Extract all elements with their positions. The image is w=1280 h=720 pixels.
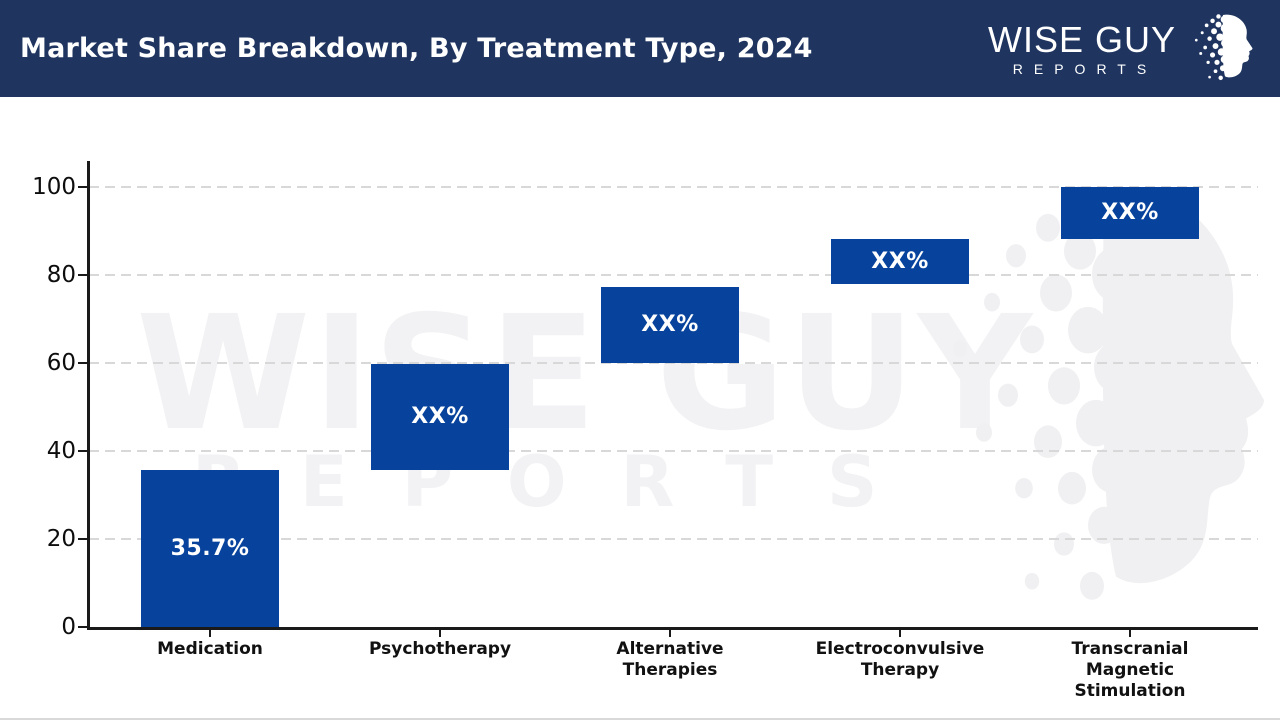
- y-axis-tick-label-80: 80: [46, 262, 76, 288]
- category-label-1: Medication: [157, 639, 263, 659]
- bar-segment-1-medication: 35.7%: [141, 469, 279, 627]
- y-axis-tick-100: [78, 186, 87, 188]
- bar-value-label: XX%: [871, 248, 929, 274]
- logo-dotted-head-icon: [1194, 13, 1253, 80]
- bar-value-label: XX%: [641, 312, 699, 338]
- x-axis-line: [87, 627, 1258, 630]
- y-axis-tick-0: [78, 626, 87, 628]
- x-axis-tick-3: [669, 630, 671, 637]
- bar-value-label: XX%: [411, 404, 469, 430]
- logo-text: WISE GUY REPORTS: [987, 18, 1176, 77]
- watermark-text-wiseguy: WISE GUY: [136, 282, 1035, 466]
- page-title: Market Share Breakdown, By Treatment Typ…: [20, 33, 813, 64]
- bar-value-label: 35.7%: [170, 535, 250, 561]
- y-axis-tick-40: [78, 450, 87, 452]
- y-axis-tick-60: [78, 362, 87, 364]
- y-axis-tick-label-20: 20: [46, 526, 76, 552]
- x-axis-tick-2: [439, 630, 441, 637]
- header-bar: Market Share Breakdown, By Treatment Typ…: [0, 0, 1280, 97]
- y-axis-tick-label-60: 60: [46, 350, 76, 376]
- x-axis-tick-1: [209, 630, 211, 637]
- logo-wiseguy-label: WISE GUY: [987, 18, 1176, 60]
- logo-reports-label: REPORTS: [1012, 60, 1158, 77]
- y-axis-tick-80: [78, 274, 87, 276]
- gridline-60: [89, 362, 1258, 364]
- y-axis-tick-label-40: 40: [46, 438, 76, 464]
- x-axis-tick-4: [899, 630, 901, 637]
- bar-segment-5-transcranial-magnetic-stimulation: XX%: [1061, 187, 1199, 239]
- x-axis-tick-5: [1129, 630, 1131, 637]
- bar-segment-2-psychotherapy: XX%: [371, 363, 509, 470]
- y-axis-tick-label-0: 0: [61, 614, 76, 640]
- bar-segment-4-electroconvulsive-therapy: XX%: [831, 238, 969, 284]
- watermark-text-reports: REPORTS: [192, 441, 932, 523]
- bar-value-label: XX%: [1101, 200, 1159, 226]
- category-label-5: Transcranial Magnetic Stimulation: [1071, 639, 1189, 701]
- gridline-40: [89, 450, 1258, 452]
- category-label-3: Alternative Therapies: [616, 639, 724, 680]
- category-label-4: Electroconvulsive Therapy: [815, 639, 985, 680]
- gridline-80: [89, 274, 1258, 276]
- wise-guy-reports-logo: WISE GUY REPORTS: [988, 7, 1254, 91]
- y-axis-line: [87, 161, 90, 630]
- gridline-20: [89, 538, 1258, 540]
- gridline-100: [89, 186, 1258, 188]
- category-label-2: Psychotherapy: [368, 639, 512, 659]
- bar-segment-3-alternative-therapies: XX%: [601, 286, 739, 363]
- y-axis-tick-label-100: 100: [32, 174, 76, 200]
- y-axis-tick-20: [78, 538, 87, 540]
